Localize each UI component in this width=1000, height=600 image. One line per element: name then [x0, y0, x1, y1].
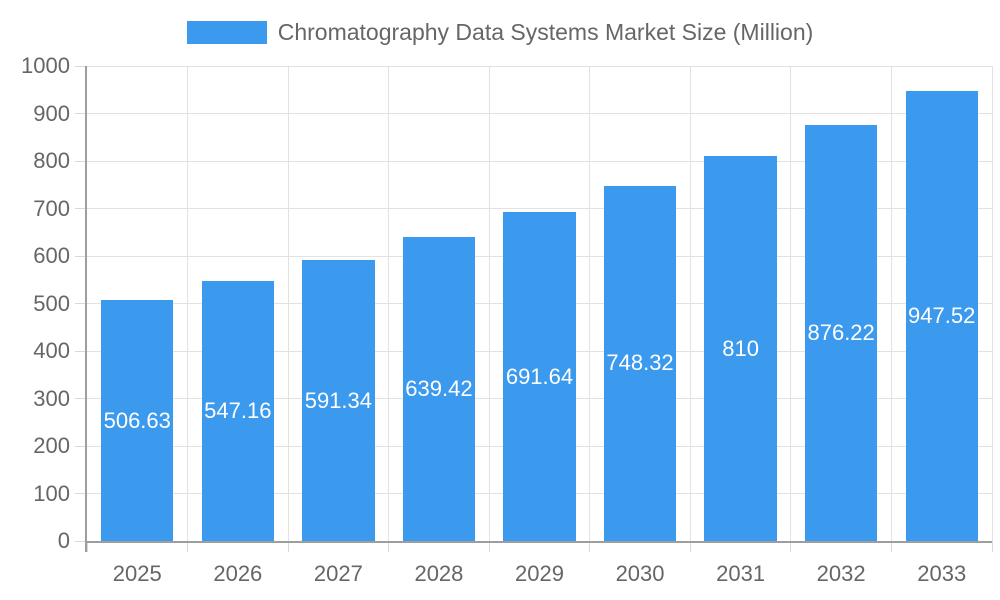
x-axis-tick — [287, 541, 289, 552]
bar[interactable]: 639.42 — [402, 237, 476, 541]
bar-value-label: 591.34 — [304, 387, 373, 413]
bar-value-label: 639.42 — [405, 376, 473, 402]
bar[interactable]: 547.16 — [201, 281, 275, 541]
bar[interactable]: 506.63 — [101, 300, 174, 541]
x-gridline — [991, 66, 993, 541]
x-gridline — [187, 66, 189, 541]
bar-value-label: 506.63 — [103, 407, 171, 433]
x-tick-label: 2025 — [112, 561, 162, 586]
x-gridline — [589, 66, 591, 541]
bar-value-label: 947.52 — [908, 302, 976, 328]
chart-title: Chromatography Data Systems Market Size … — [277, 18, 814, 45]
y-axis-tick — [75, 350, 87, 352]
y-axis-tick — [75, 255, 87, 257]
x-tick-label: 2028 — [414, 561, 464, 586]
x-tick-label: 2032 — [816, 561, 866, 586]
y-gridline — [87, 160, 992, 162]
x-axis-tick — [890, 541, 892, 552]
y-gridline — [87, 113, 992, 114]
y-axis-tick — [75, 540, 87, 542]
y-tick-label: 500 — [33, 290, 70, 316]
y-gridline — [87, 65, 992, 67]
legend-swatch — [186, 20, 267, 44]
x-axis-tick — [187, 541, 189, 552]
y-axis-tick — [75, 65, 87, 67]
bar[interactable]: 810 — [704, 156, 777, 541]
x-axis-tick — [86, 541, 88, 552]
bar-value-label: 876.22 — [807, 319, 875, 345]
y-tick-label: 400 — [33, 338, 70, 363]
y-tick-label: 200 — [33, 433, 70, 458]
x-tick-label: 2029 — [515, 561, 564, 586]
y-axis-tick — [75, 208, 87, 209]
y-axis-tick — [75, 493, 87, 494]
bar[interactable]: 591.34 — [302, 260, 375, 541]
y-axis-tick — [75, 303, 87, 304]
bar-value-label: 810 — [722, 335, 759, 361]
y-tick-label: 0 — [57, 528, 70, 553]
x-axis-tick — [689, 541, 691, 552]
bar-value-label: 691.64 — [505, 363, 574, 389]
y-tick-label: 900 — [33, 100, 70, 126]
x-axis-tick — [991, 541, 993, 552]
x-axis-tick — [388, 541, 390, 552]
y-axis-tick — [75, 160, 87, 162]
x-axis-tick — [589, 541, 591, 552]
y-axis-tick — [75, 398, 87, 399]
y-tick-label: 600 — [33, 243, 70, 268]
x-gridline — [790, 66, 792, 541]
bar[interactable]: 876.22 — [804, 124, 878, 541]
y-tick-label: 800 — [33, 148, 70, 173]
y-tick-label: 300 — [33, 385, 70, 411]
x-gridline — [689, 66, 691, 541]
y-axis-tick — [75, 113, 87, 114]
x-axis-line — [85, 541, 992, 543]
legend-item[interactable]: Chromatography Data Systems Market Size … — [0, 14, 1000, 50]
y-gridline — [87, 208, 992, 209]
y-tick-label: 700 — [33, 195, 70, 221]
x-gridline — [488, 66, 490, 541]
x-gridline — [287, 66, 289, 541]
bar-value-label: 748.32 — [606, 350, 674, 376]
x-gridline — [890, 66, 892, 541]
x-axis-tick — [790, 541, 792, 552]
y-tick-label: 100 — [33, 480, 70, 506]
bar[interactable]: 691.64 — [503, 212, 576, 541]
x-axis-tick — [488, 541, 490, 552]
y-tick-label: 1000 — [21, 53, 70, 78]
x-tick-label: 2030 — [615, 561, 665, 586]
bar-value-label: 547.16 — [204, 398, 272, 424]
x-tick-label: 2033 — [917, 561, 967, 586]
bar[interactable]: 947.52 — [905, 90, 978, 541]
x-gridline — [388, 66, 390, 541]
y-axis-line — [85, 66, 87, 552]
y-axis-tick — [75, 445, 87, 447]
x-tick-label: 2031 — [716, 561, 766, 586]
x-tick-label: 2026 — [213, 561, 263, 586]
x-tick-label: 2027 — [313, 561, 363, 586]
bar[interactable]: 748.32 — [603, 185, 677, 541]
